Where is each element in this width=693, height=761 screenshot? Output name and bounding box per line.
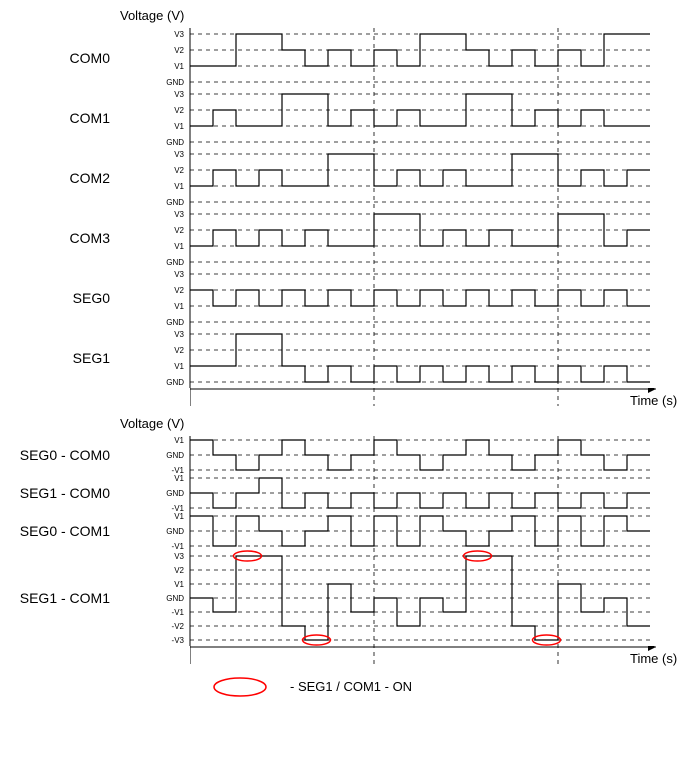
waveform-plot: [190, 208, 650, 268]
signal-label: COM2: [10, 170, 110, 186]
signal-label: SEG1 - COM0: [10, 485, 110, 501]
y-axis-title: Voltage (V): [120, 8, 184, 23]
waveform-plot: [190, 268, 650, 328]
legend-text: - SEG1 / COM1 - ON: [290, 679, 412, 694]
y-axis-title: Voltage (V): [120, 416, 184, 431]
signal-label: COM3: [10, 230, 110, 246]
timing-panel: Voltage (V)SEG0 - COM0V1GND-V1SEG1 - COM…: [10, 418, 683, 668]
waveform-plot: [190, 328, 650, 388]
signal-row: COM0V3V2V1GND: [10, 28, 683, 88]
signal-label: SEG0 - COM0: [10, 447, 110, 463]
signal-row: SEG1V3V2V1GND: [10, 328, 683, 388]
waveform-plot: [190, 512, 650, 550]
signal-label: SEG0: [10, 290, 110, 306]
legend: - SEG1 / COM1 - ON: [10, 676, 683, 706]
signal-row: SEG1 - COM1V3V2V1GND-V1-V2-V3: [10, 550, 683, 646]
waveform-plot: [190, 550, 650, 646]
waveform-plot: [190, 28, 650, 88]
signal-row: SEG0 - COM1V1GND-V1: [10, 512, 683, 550]
signal-row: SEG1 - COM0V1GND-V1: [10, 474, 683, 512]
signal-label: SEG0 - COM1: [10, 523, 110, 539]
signal-row: SEG0 - COM0V1GND-V1: [10, 436, 683, 474]
waveform-plot: [190, 474, 650, 512]
signal-row: COM1V3V2V1GND: [10, 88, 683, 148]
x-axis-title: Time (s): [630, 393, 677, 408]
waveform-plot: [190, 436, 650, 474]
waveform-plot: [190, 148, 650, 208]
x-axis-title: Time (s): [630, 651, 677, 666]
signal-row: COM3V3V2V1GND: [10, 208, 683, 268]
signal-label: COM1: [10, 110, 110, 126]
signal-label: SEG1 - COM1: [10, 590, 110, 606]
signal-label: COM0: [10, 50, 110, 66]
signal-row: SEG0V3V2V1GND: [10, 268, 683, 328]
signal-label: SEG1: [10, 350, 110, 366]
timing-panel: Voltage (V)COM0V3V2V1GNDCOM1V3V2V1GNDCOM…: [10, 10, 683, 410]
waveform-plot: [190, 88, 650, 148]
signal-row: COM2V3V2V1GND: [10, 148, 683, 208]
